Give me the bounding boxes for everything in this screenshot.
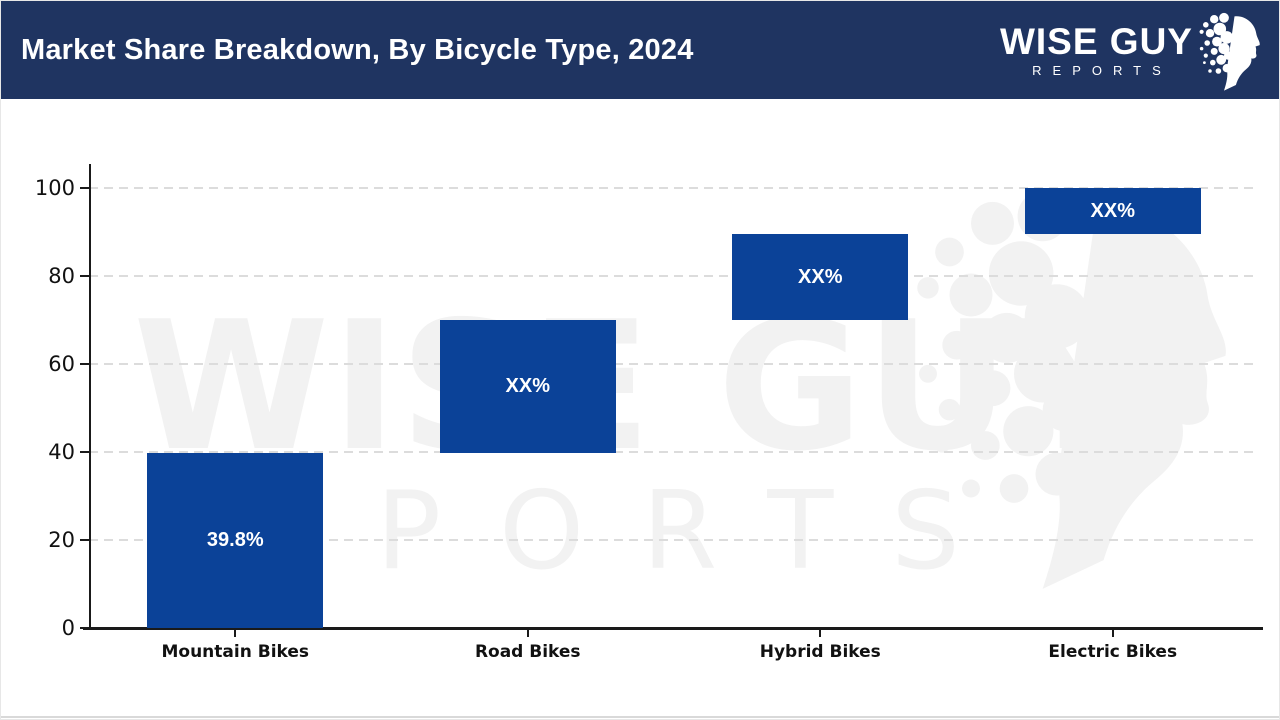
bar-mountain-bikes: 39.8% <box>147 452 324 628</box>
gridline-y100 <box>89 187 1259 189</box>
y-tick-60 <box>80 363 89 365</box>
y-tick-0 <box>80 627 89 629</box>
bottom-border-line <box>1 716 1279 718</box>
bar-value-label: XX% <box>798 265 843 288</box>
gridline-y60 <box>89 363 1259 365</box>
logo-text: WISE GUY REPORTS <box>1000 23 1193 78</box>
y-tick-label: 80 <box>48 264 75 288</box>
header-bar: Market Share Breakdown, By Bicycle Type,… <box>1 1 1279 99</box>
y-tick-20 <box>80 539 89 541</box>
logo-wordmark: WISE GUY <box>999 20 1193 62</box>
x-category-label: Hybrid Bikes <box>759 642 881 662</box>
y-tick-label: 40 <box>48 440 75 464</box>
x-tick-3 <box>1111 629 1114 637</box>
logo-head-icon <box>1199 12 1260 91</box>
logo-reports-label: REPORTS <box>1032 62 1172 78</box>
gridline-y40 <box>89 451 1259 453</box>
watermark-text-line2: PORTS <box>376 469 1018 594</box>
y-tick-100 <box>80 187 89 189</box>
bar-value-label: 39.8% <box>206 528 264 551</box>
bar-value-label: XX% <box>505 374 550 397</box>
bar-value-label: XX% <box>1090 199 1135 222</box>
x-category-label: Mountain Bikes <box>161 642 310 662</box>
y-tick-label: 0 <box>61 616 75 640</box>
gridline-y20 <box>89 539 1259 541</box>
y-tick-label: 20 <box>48 528 75 552</box>
x-tick-0 <box>234 629 237 637</box>
wiseguy-logo: WISE GUY REPORTS <box>1000 7 1267 93</box>
bar-road-bikes: XX% <box>439 320 616 453</box>
y-tick-label: 60 <box>48 352 75 376</box>
bar-hybrid-bikes: XX% <box>732 234 909 320</box>
y-tick-40 <box>80 451 89 453</box>
y-tick-label: 100 <box>34 176 75 200</box>
x-category-label: Electric Bikes <box>1048 642 1178 662</box>
page-title: Market Share Breakdown, By Bicycle Type,… <box>21 33 694 66</box>
x-axis-line <box>83 627 1263 630</box>
bar-electric-bikes: XX% <box>1024 188 1201 235</box>
x-category-label: Road Bikes <box>474 642 581 662</box>
y-axis-line <box>89 164 91 630</box>
x-tick-2 <box>819 629 822 637</box>
y-tick-80 <box>80 275 89 277</box>
gridline-y80 <box>89 275 1259 277</box>
x-tick-1 <box>526 629 529 637</box>
